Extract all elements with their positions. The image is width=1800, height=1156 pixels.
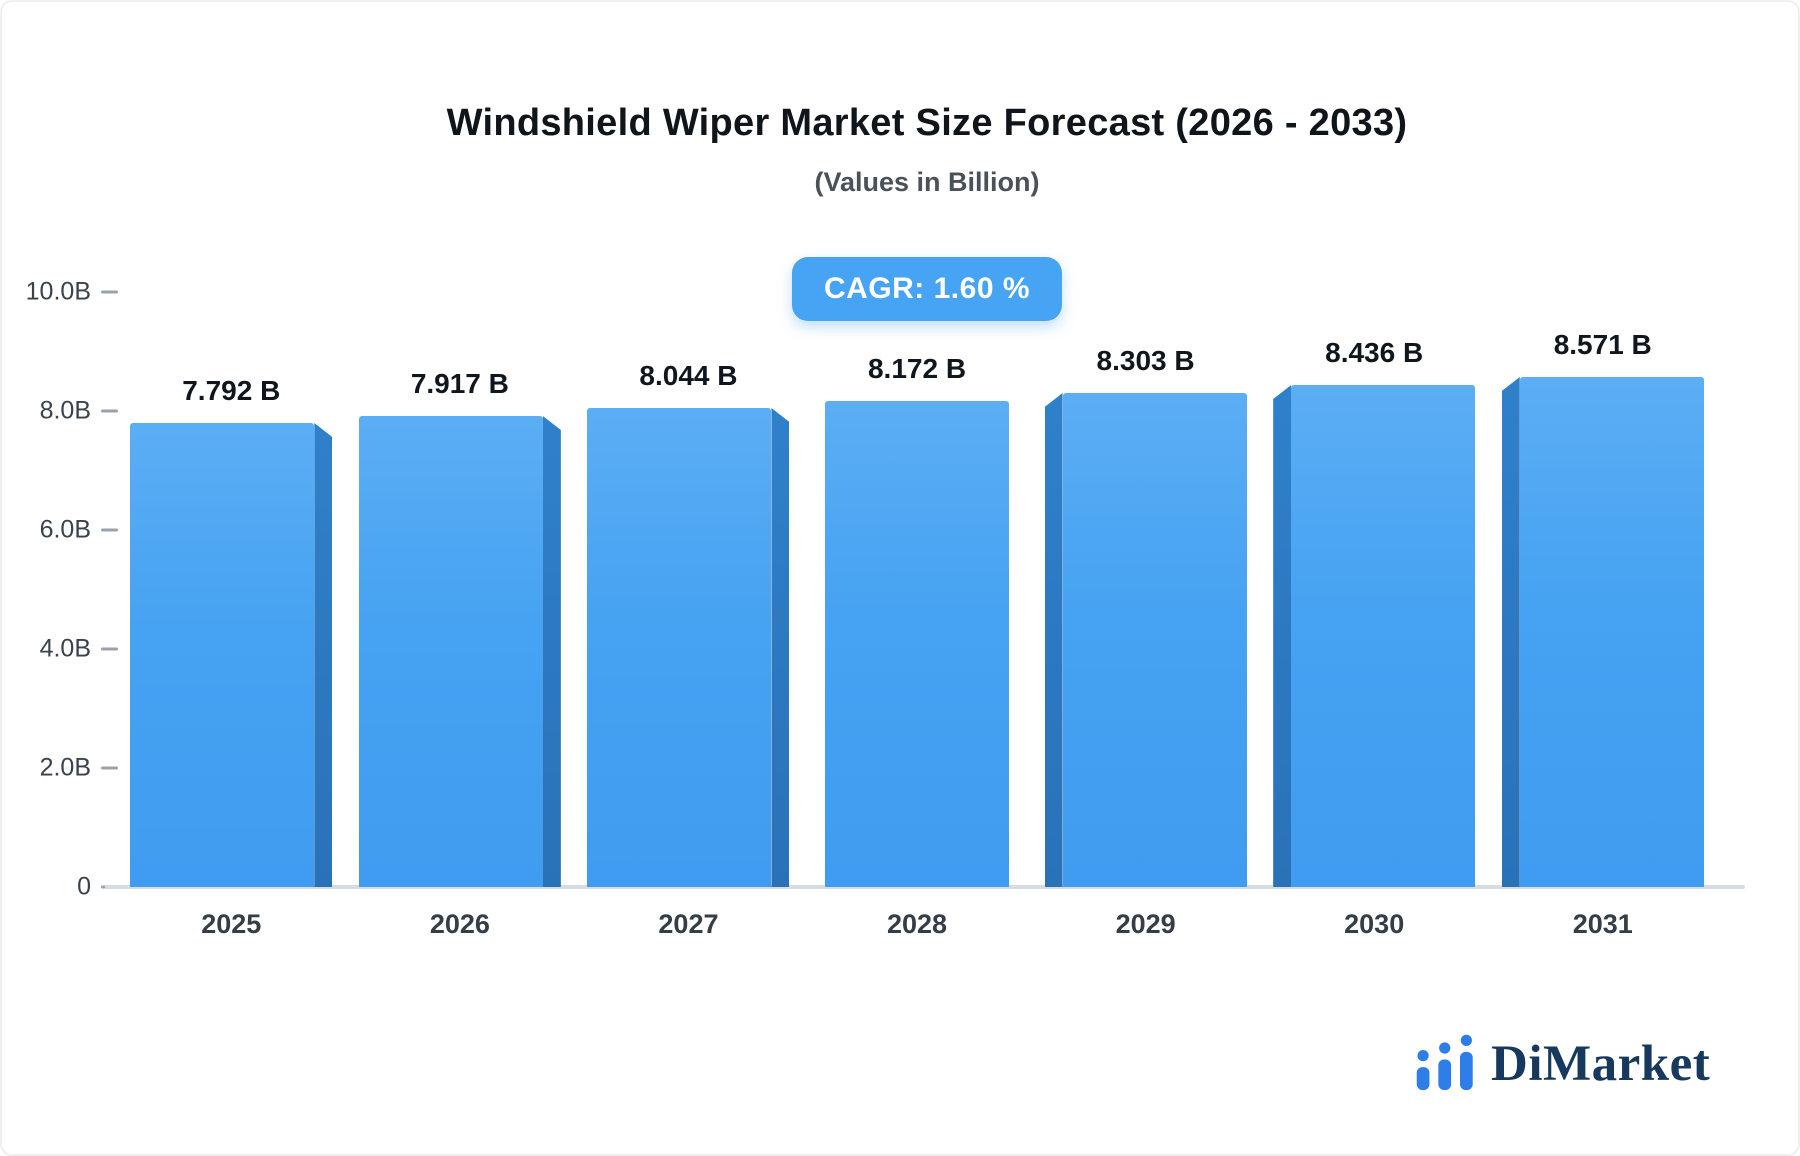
y-axis: 10.0B 8.0B 6.0B 4.0B 2.0B 0 [14, 278, 118, 901]
bar-wrap: 7.917 B [358, 292, 561, 887]
bar-column-2028: 8.172 B 2028 [803, 292, 1032, 939]
chart-title: Windshield Wiper Market Size Forecast (2… [446, 102, 1408, 144]
bar-value-label: 8.571 B [1553, 329, 1652, 360]
x-tick-label: 2026 [429, 909, 490, 939]
bar-side-face [314, 423, 333, 887]
bar-2031 [1519, 377, 1704, 887]
bar-value-label: 7.917 B [410, 368, 509, 399]
bar-wrap: 8.436 B [1273, 292, 1476, 887]
bar-column-2031: 8.571 B 2031 [1488, 292, 1717, 939]
bar-value-label: 7.792 B [182, 375, 281, 406]
bar-side-face [771, 408, 790, 887]
y-tick: 8.0B [40, 397, 118, 426]
bar-wrap: 7.792 B [130, 292, 333, 887]
y-tick-label: 6.0B [39, 515, 91, 544]
y-tick-mark [101, 528, 118, 532]
cagr-badge: CAGR: 1.60 % [791, 257, 1063, 321]
x-tick-label: 2025 [201, 909, 262, 939]
y-tick-mark [101, 290, 118, 294]
y-tick-label: 4.0B [39, 634, 91, 663]
bar-wrap: 8.172 B [816, 292, 1018, 887]
bar-value-label: 8.172 B [867, 353, 967, 384]
bar-column-2030: 8.436 B 2030 [1260, 292, 1489, 939]
bar-2025 [130, 423, 315, 887]
bar-2028 [825, 401, 1010, 887]
bar-side-face [1044, 393, 1063, 887]
y-tick-label: 2.0B [39, 753, 91, 782]
bar-column-2029: 8.303 B 2029 [1031, 292, 1260, 939]
bar-wrap: 8.571 B [1501, 292, 1704, 887]
bar-side-face [1501, 377, 1520, 887]
x-tick-label: 2030 [1344, 909, 1405, 939]
bar-2029 [1062, 393, 1247, 887]
bar-side-face [1273, 385, 1292, 887]
x-tick-label: 2027 [658, 909, 719, 939]
bar-wrap: 8.303 B [1044, 292, 1247, 887]
bar-2030 [1291, 385, 1476, 887]
x-tick-label: 2029 [1115, 909, 1176, 939]
bars-container: 7.792 B 2025 7.917 B 2026 8.044 B 2027 8.172 B… [117, 292, 1717, 939]
y-tick-label: 10.0B [25, 277, 91, 306]
chart-subtitle: (Values in Billion) [814, 167, 1040, 197]
bar-column-2026: 7.917 B 2026 [346, 292, 575, 939]
y-tick-label: 8.0B [39, 396, 91, 425]
y-tick: 2.0B [40, 754, 118, 783]
x-tick-label: 2031 [1572, 909, 1633, 939]
y-tick: 6.0B [40, 516, 118, 545]
bar-2027 [587, 408, 772, 887]
bar-column-2025: 7.792 B 2025 [117, 292, 346, 939]
y-tick-mark [101, 409, 118, 413]
x-axis-line [105, 885, 1745, 889]
bar-chart-icon [1416, 1034, 1473, 1090]
bar-value-label: 8.303 B [1096, 345, 1195, 376]
bar-2026 [358, 416, 543, 887]
bar-wrap: 8.044 B [587, 292, 790, 887]
bar-value-label: 8.044 B [639, 360, 738, 391]
y-tick-label: 0 [77, 872, 91, 901]
y-tick: 4.0B [40, 635, 118, 664]
brand-logo: DiMarket [1414, 1034, 1710, 1090]
y-tick-mark [101, 766, 118, 770]
brand-logo-text: DiMarket [1491, 1036, 1711, 1092]
x-tick-label: 2028 [886, 909, 948, 939]
bar-value-label: 8.436 B [1325, 337, 1424, 368]
bar-side-face [542, 416, 561, 887]
y-tick: 10.0B [26, 278, 118, 307]
bar-column-2027: 8.044 B 2027 [574, 292, 803, 939]
plot-area: 7.792 B 2025 7.917 B 2026 8.044 B 2027 8.172 B… [105, 292, 1745, 939]
y-tick-mark [101, 647, 118, 651]
